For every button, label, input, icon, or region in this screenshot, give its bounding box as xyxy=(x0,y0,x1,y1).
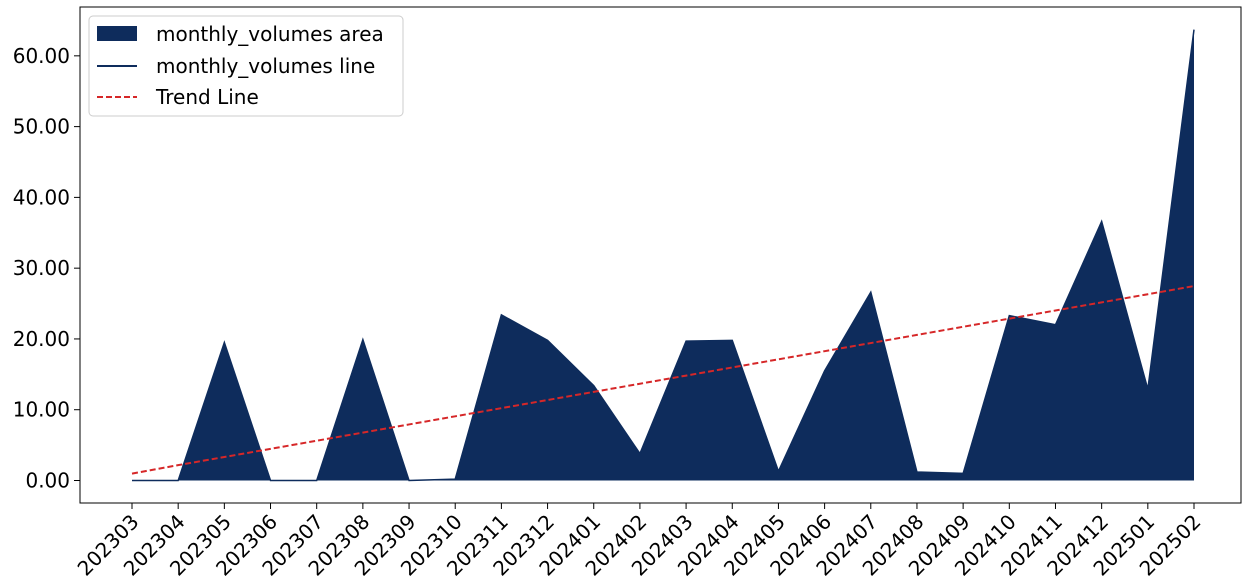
y-tick-label: 30.00 xyxy=(13,256,70,280)
legend: monthly_volumes area monthly_volumes lin… xyxy=(88,15,404,117)
y-tick-label: 50.00 xyxy=(13,115,70,139)
plot-layer xyxy=(131,29,1195,482)
plot-frame xyxy=(79,6,1242,504)
legend-frame xyxy=(88,15,404,117)
line-monthly-volumes xyxy=(132,29,1195,482)
legend-label-line: monthly_volumes line xyxy=(156,54,375,78)
legend-label-trend: Trend Line xyxy=(155,85,259,109)
legend-swatch-area xyxy=(97,26,137,41)
y-tick-label: 10.00 xyxy=(13,398,70,422)
legend-label-area: monthly_volumes area xyxy=(156,22,384,46)
area-fill-monthly-volumes xyxy=(132,29,1194,481)
y-tick-label: 60.00 xyxy=(13,44,70,68)
y-tick-label: 0.00 xyxy=(25,468,70,492)
y-tick-label: 40.00 xyxy=(13,185,70,209)
y-tick-label: 20.00 xyxy=(13,327,70,351)
